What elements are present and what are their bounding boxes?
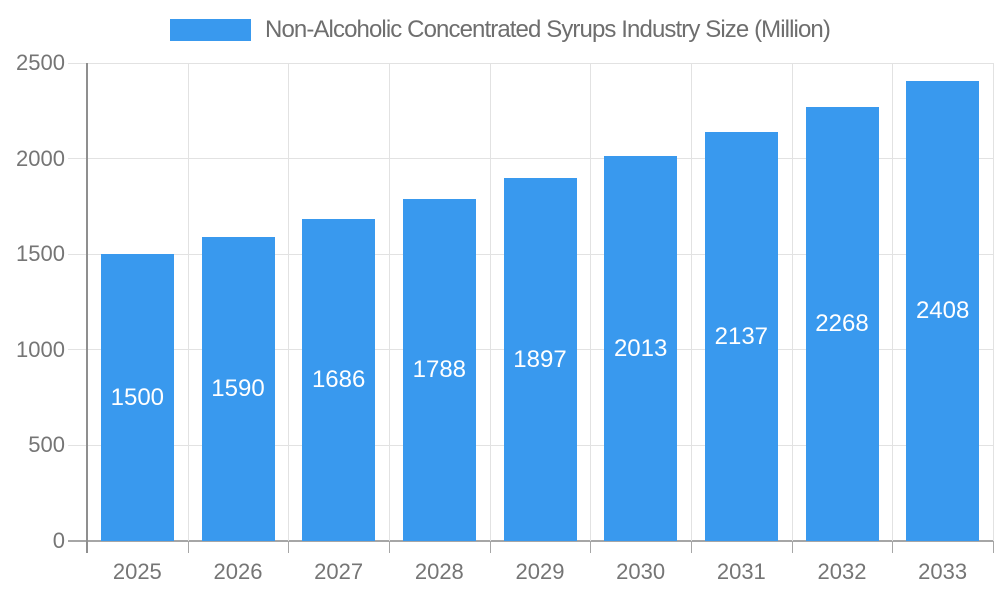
x-gridline [791,63,793,541]
y-gridline [68,62,993,64]
bar-value-label: 2268 [815,310,869,338]
x-gridline [288,63,290,541]
y-axis-label: 1000 [16,336,65,362]
bar[interactable] [503,178,577,541]
x-axis-baseline [68,540,993,542]
x-axis-tick [691,541,692,553]
x-axis-tick [187,541,189,553]
y-axis-label: 0 [52,528,65,553]
x-axis-label: 2029 [515,559,565,584]
x-axis-label: 2031 [716,559,766,584]
bar[interactable] [906,80,980,541]
x-axis-tick [892,541,894,553]
legend-label: Non-Alcoholic Concentrated Syrups Indust… [265,16,831,43]
x-axis-tick [489,541,491,553]
x-axis-tick [993,541,994,553]
chart-legend[interactable]: Non-Alcoholic Concentrated Syrups Indust… [0,16,1000,44]
bar-value-label: 1788 [412,356,467,384]
bar[interactable] [201,236,275,541]
bar-value-label: 2408 [915,296,970,324]
bar[interactable] [100,254,174,541]
x-gridline [489,63,491,541]
bar-value-label: 1686 [311,365,366,393]
x-axis-label: 2026 [213,559,263,584]
y-axis-label: 2000 [16,145,65,171]
x-axis-label: 2028 [414,559,464,584]
x-gridline [892,63,894,541]
bar-value-label: 1897 [513,345,567,373]
bar[interactable] [704,132,778,541]
x-gridline [993,63,994,541]
bar-value-label: 1590 [211,374,265,402]
bar[interactable] [402,199,476,541]
y-axis-label: 500 [28,432,65,458]
x-axis-label: 2030 [616,559,666,584]
x-axis-label: 2032 [817,559,867,584]
x-gridline [691,63,692,541]
y-axis-label: 1500 [16,241,65,267]
x-gridline [389,63,390,541]
bar[interactable] [604,156,678,541]
x-axis-label: 2033 [918,559,968,584]
x-axis-tick [791,541,793,553]
bar-value-label: 2137 [714,322,769,350]
y-axis-line [86,63,88,553]
bar[interactable] [302,218,376,541]
x-axis-label: 2027 [314,559,364,584]
x-axis-tick [288,541,290,553]
x-gridline [590,63,592,541]
x-axis-tick [389,541,390,553]
y-gridline [68,158,993,160]
bar-value-label: 2013 [613,334,668,362]
bar[interactable] [805,107,879,541]
x-gridline [187,63,189,541]
x-axis-label: 2025 [112,559,162,584]
bar-value-label: 1500 [110,383,165,411]
legend-swatch [170,19,252,41]
y-axis-label: 2500 [16,50,65,75]
x-axis-tick [590,541,592,553]
